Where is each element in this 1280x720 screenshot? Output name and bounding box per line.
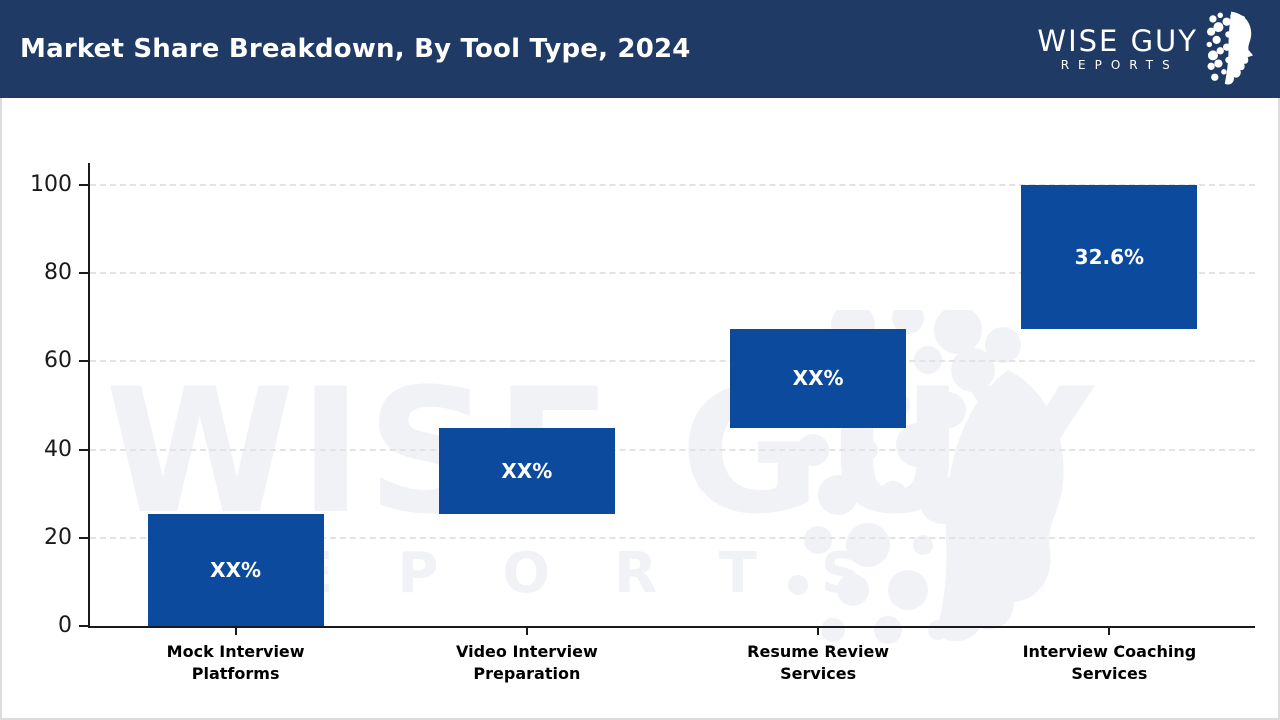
gridline	[90, 448, 1255, 451]
bar-value-label: XX%	[792, 366, 844, 391]
bar-segment: XX%	[730, 328, 907, 428]
bar-value-label: XX%	[501, 458, 553, 483]
page-title: Market Share Breakdown, By Tool Type, 20…	[20, 34, 691, 64]
x-axis-category-label: Interview Coaching Services	[1022, 642, 1197, 683]
y-axis-tick-label: 0	[58, 613, 72, 638]
logo-wordmark-text: WISE GUY	[1037, 23, 1198, 58]
bar-value-label: 32.6%	[1074, 244, 1145, 269]
y-axis-tick	[79, 184, 88, 187]
bar-segment: XX%	[438, 428, 615, 514]
y-axis-tick-label: 80	[44, 260, 72, 286]
y-axis-tick	[79, 536, 88, 539]
plot-area: 0 20 40 60 80 100 XX% Mock Interview Platforms X…	[30, 163, 1255, 683]
gridline	[90, 184, 1255, 187]
header: Market Share Breakdown, By Tool Type, 20…	[0, 0, 1280, 98]
y-axis-tick	[79, 360, 88, 363]
y-axis-tick-label: 20	[44, 524, 72, 550]
frame-border-right	[1278, 98, 1280, 720]
logo-subtext: REPORTS	[1060, 58, 1179, 73]
y-axis-tick-label: 100	[30, 172, 72, 198]
dot-face-profile-icon	[1206, 11, 1254, 85]
bar-value-label: XX%	[210, 557, 262, 582]
x-axis-category-label: Video Interview Preparation	[456, 642, 598, 683]
brand-logo: WISE GUY REPORTS	[1037, 8, 1264, 90]
chart-area: WISE GUY REPORTS 0 20 40 60 80 100 XX% Mock Int…	[0, 98, 1280, 720]
gridline	[90, 272, 1255, 275]
x-axis-tick	[817, 626, 820, 635]
y-axis-tick	[79, 272, 88, 275]
gridline	[90, 360, 1255, 363]
x-axis-tick	[1108, 626, 1111, 635]
x-axis-tick	[234, 626, 237, 635]
gridline	[90, 536, 1255, 539]
bar-segment: XX%	[147, 513, 324, 626]
y-axis-tick	[79, 625, 88, 627]
x-axis-tick	[525, 626, 528, 635]
bar-segment: 32.6%	[1021, 185, 1198, 329]
frame-border-bottom	[0, 718, 1280, 720]
logo-wordmark: WISE GUY REPORTS	[1037, 23, 1198, 73]
y-axis-tick-label: 40	[44, 436, 72, 462]
y-axis-tick	[79, 448, 88, 451]
x-axis-category-label: Mock Interview Platforms	[166, 642, 305, 683]
x-axis-category-label: Resume Review Services	[747, 642, 890, 683]
y-axis-tick-label: 60	[44, 348, 72, 374]
frame-border-left	[0, 98, 2, 720]
